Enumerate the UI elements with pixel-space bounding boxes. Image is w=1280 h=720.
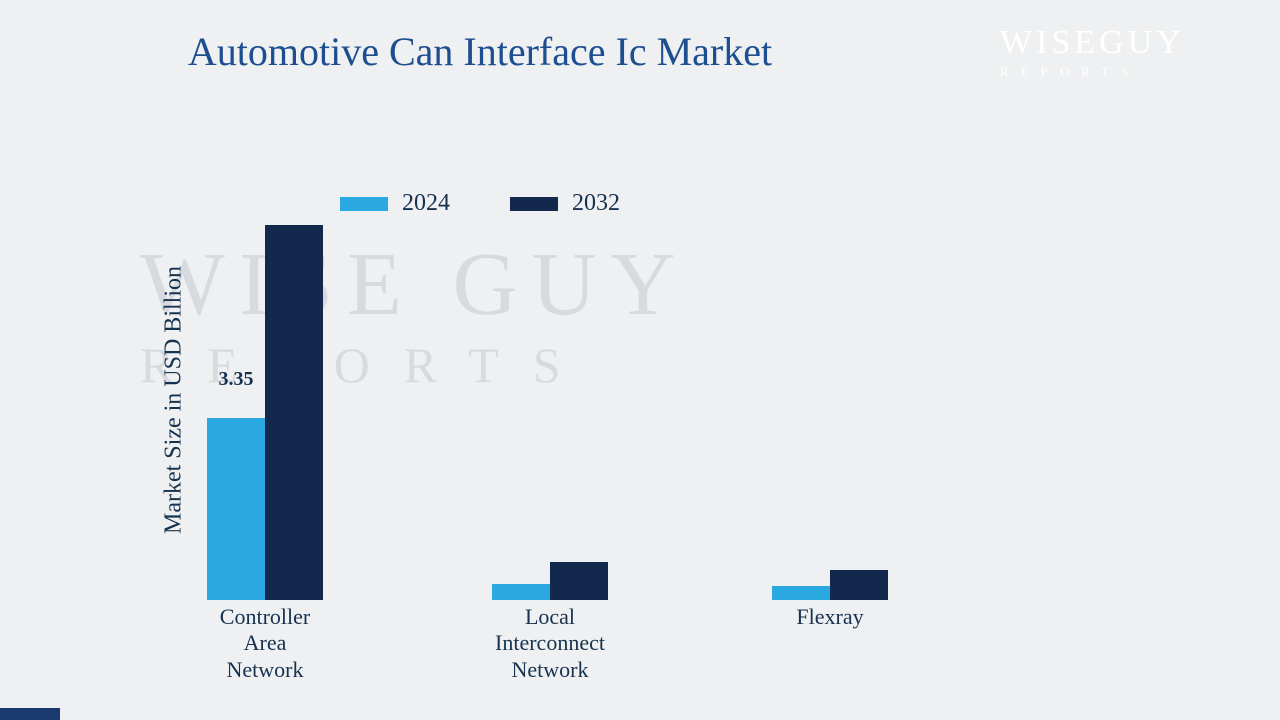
bar-group bbox=[175, 225, 355, 600]
brand-logo: WISEGUY REPORTS bbox=[1000, 24, 1260, 80]
bar bbox=[207, 418, 265, 600]
bar-group bbox=[460, 562, 640, 600]
legend: 2024 2032 bbox=[0, 190, 960, 217]
legend-label: 2032 bbox=[572, 190, 620, 217]
brand-logo-main: WISEGUY bbox=[1000, 24, 1260, 62]
bottom-strip bbox=[0, 708, 60, 720]
bar bbox=[772, 586, 830, 600]
legend-label: 2024 bbox=[402, 190, 450, 217]
plot-area: 3.35 bbox=[110, 220, 930, 600]
bar bbox=[830, 570, 888, 600]
bar bbox=[265, 225, 323, 600]
x-axis-category-label: ControllerAreaNetwork bbox=[175, 604, 355, 683]
brand-logo-sub: REPORTS bbox=[1000, 64, 1260, 80]
legend-item-2032: 2032 bbox=[510, 190, 620, 217]
legend-swatch-icon bbox=[510, 197, 558, 211]
x-axis-category-label: LocalInterconnectNetwork bbox=[460, 604, 640, 683]
chart-title: Automotive Can Interface Ic Market bbox=[0, 28, 960, 75]
bar bbox=[550, 562, 608, 600]
stage: WISE GUY REPORTS Automotive Can Interfac… bbox=[0, 0, 1280, 720]
legend-swatch-icon bbox=[340, 197, 388, 211]
legend-item-2024: 2024 bbox=[340, 190, 450, 217]
x-axis-category-label: Flexray bbox=[740, 604, 920, 630]
bar-group bbox=[740, 570, 920, 600]
bar bbox=[492, 584, 550, 600]
